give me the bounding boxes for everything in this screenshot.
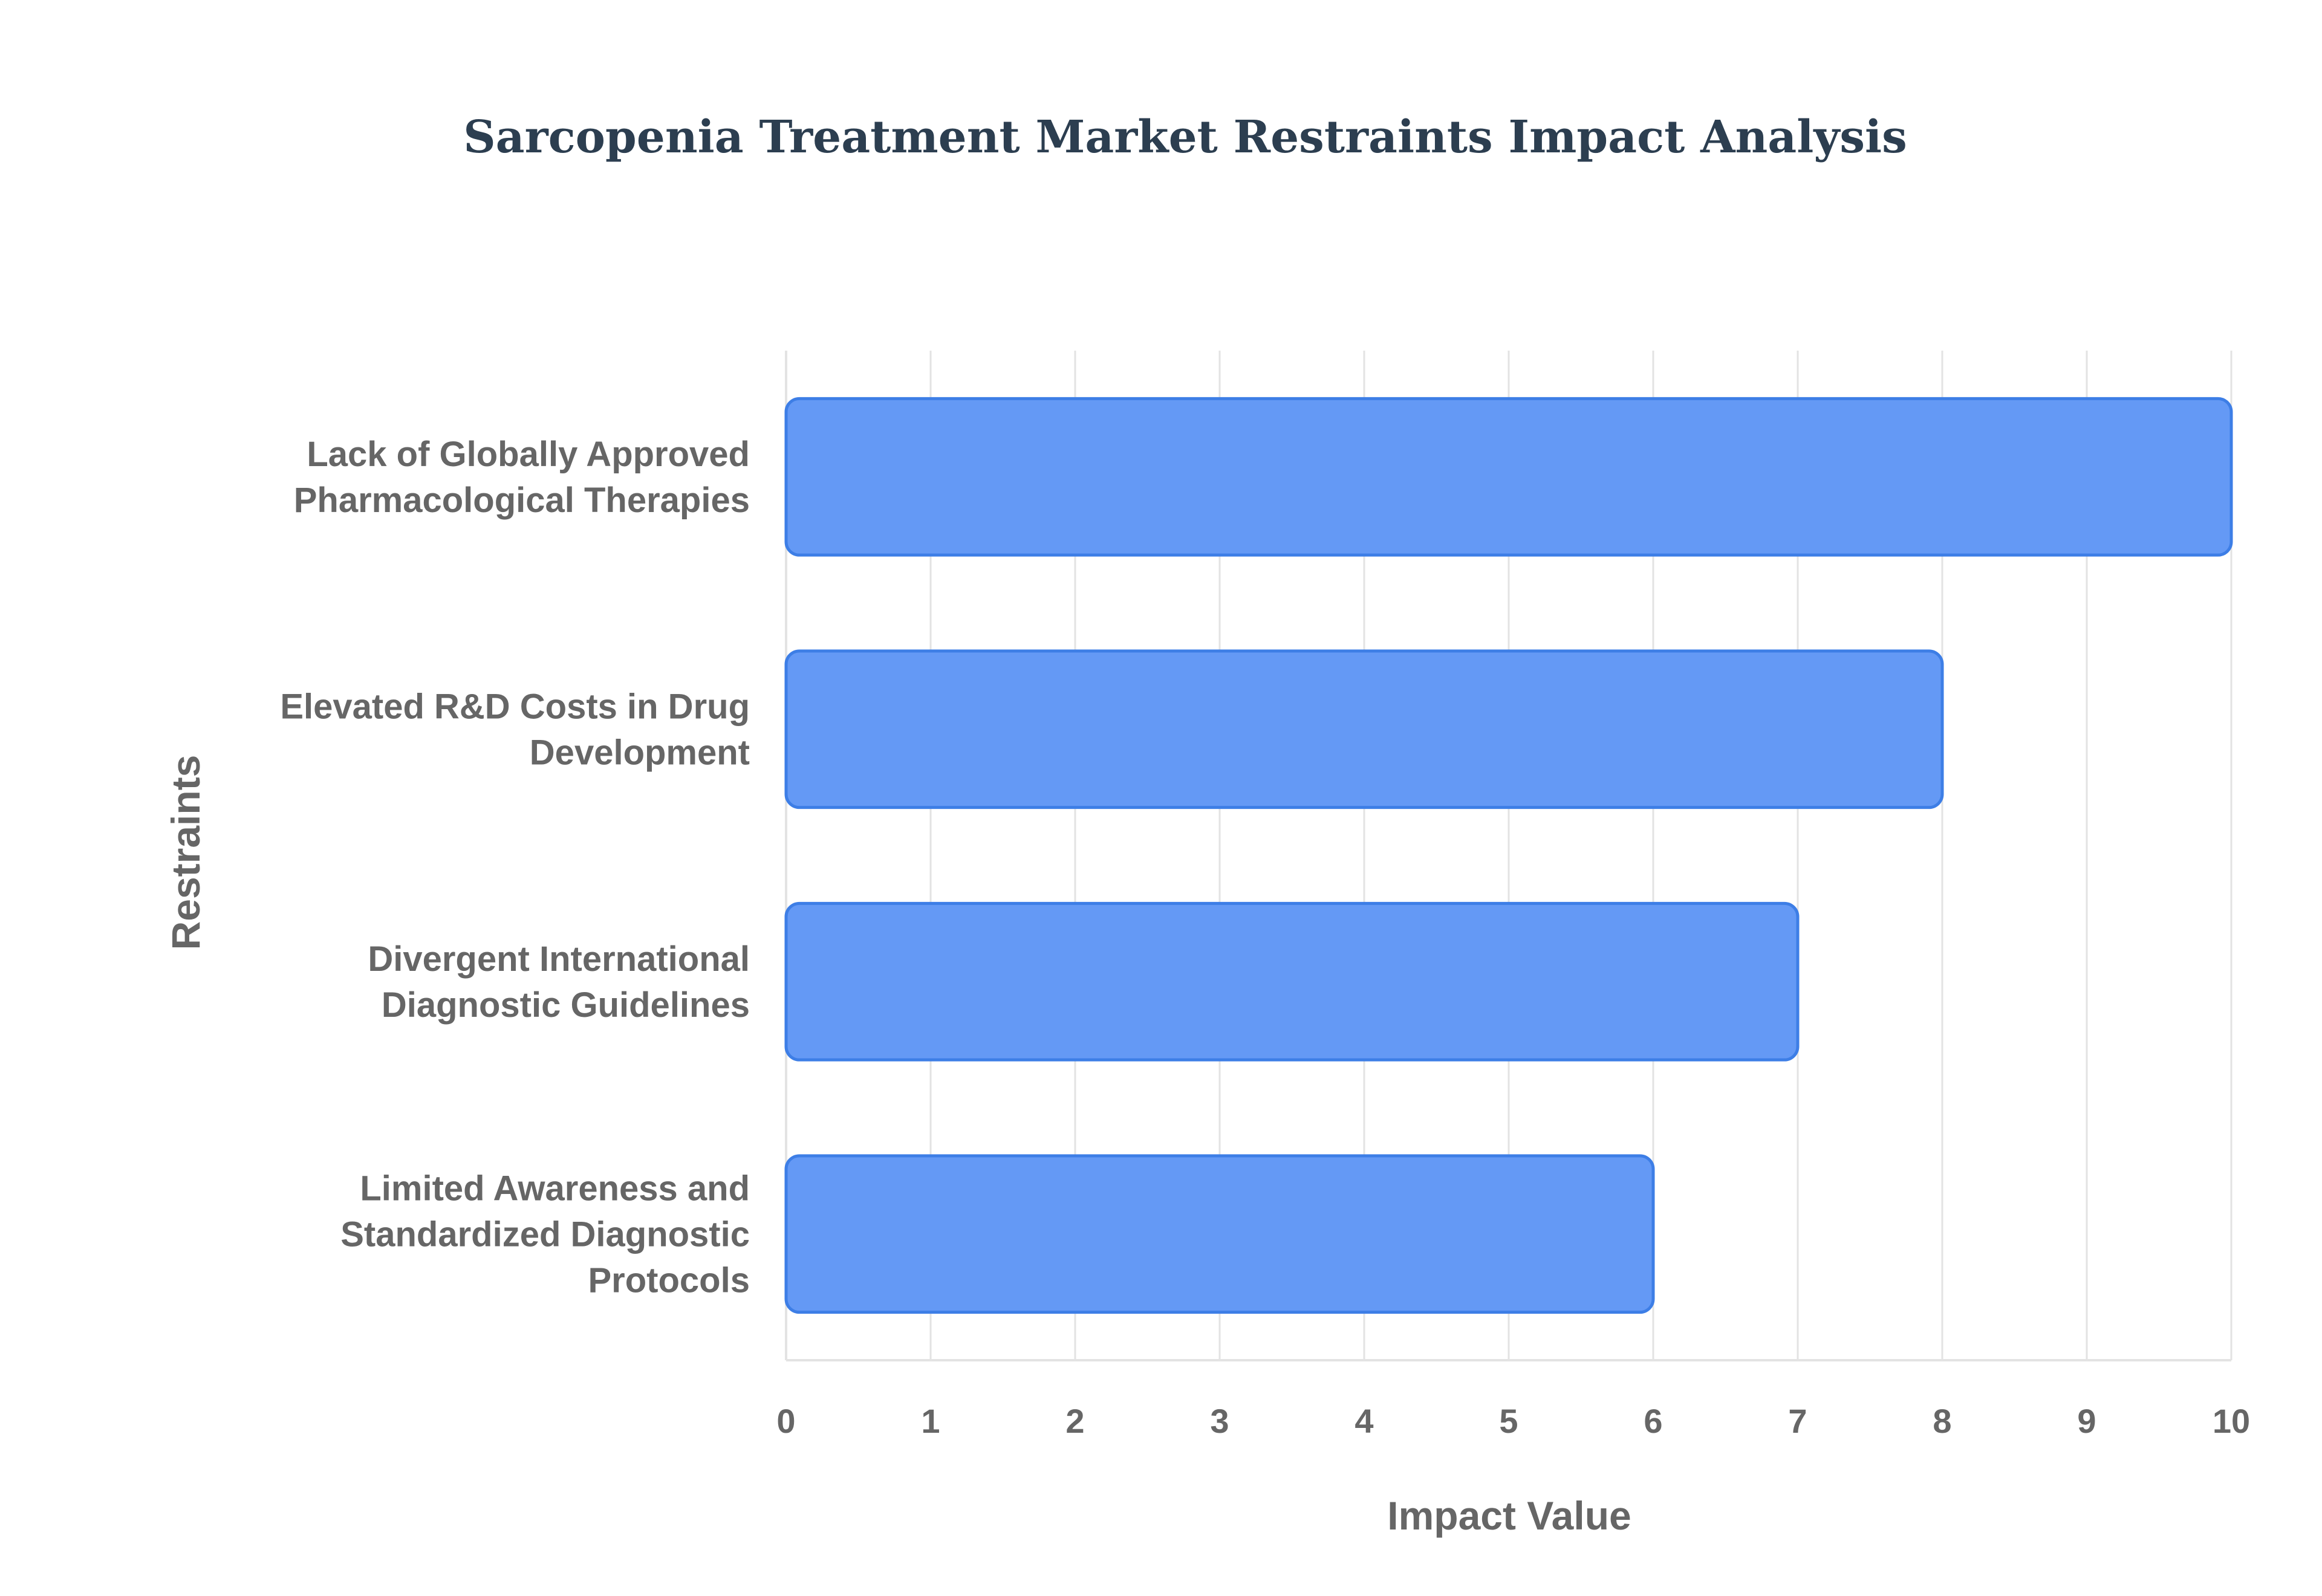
x-tick-label-7: 7 [1788, 1402, 1807, 1440]
bars [784, 397, 2233, 1314]
category-label-line: Standardized Diagnostic [340, 1215, 750, 1254]
category-label-1: Lack of Globally Approved Pharmacological… [294, 435, 750, 520]
y-axis-title: Restraints [163, 755, 208, 950]
x-tick-label-0: 0 [776, 1402, 795, 1440]
category-label-line: Elevated R&D Costs in Drug [280, 687, 750, 726]
x-tick-label-8: 8 [1933, 1402, 1951, 1440]
bar-1 [784, 397, 2233, 557]
category-label-line: Divergent International [368, 939, 750, 979]
x-tick-label-10: 10 [2213, 1402, 2250, 1440]
bar-4 [784, 1154, 1655, 1314]
category-label-4: Limited Awareness and Standardized Diagno… [340, 1169, 750, 1300]
category-label-line: Pharmacological Therapies [294, 481, 750, 520]
x-tick-label-2: 2 [1065, 1402, 1084, 1440]
x-tick-label-6: 6 [1644, 1402, 1662, 1440]
x-tick-label-5: 5 [1499, 1402, 1518, 1440]
category-label-2: Elevated R&D Costs in Drug Development [280, 687, 750, 772]
x-tick-label-3: 3 [1210, 1402, 1229, 1440]
category-label-line: Limited Awareness and [360, 1169, 750, 1208]
category-label-3: Divergent International Diagnostic Guidel… [368, 939, 750, 1025]
x-tick-label-4: 4 [1354, 1402, 1373, 1440]
category-label-line: Development [530, 733, 750, 772]
x-tick-label-9: 9 [2077, 1402, 2096, 1440]
x-tick-labels: 0 1 2 3 4 5 6 7 8 9 10 [776, 1402, 2250, 1440]
bar-3 [784, 901, 1800, 1062]
category-labels: Lack of Globally Approved Pharmacological… [280, 435, 750, 1300]
x-tick-label-1: 1 [921, 1402, 940, 1440]
bar-2 [784, 649, 1944, 809]
x-axis-title: Impact Value [1387, 1493, 1631, 1538]
category-label-line: Lack of Globally Approved [307, 435, 750, 474]
category-label-line: Diagnostic Guidelines [382, 985, 750, 1025]
chart-title: Sarcopenia Treatment Market Restraints I… [463, 111, 1907, 163]
category-label-line: Protocols [588, 1260, 750, 1300]
